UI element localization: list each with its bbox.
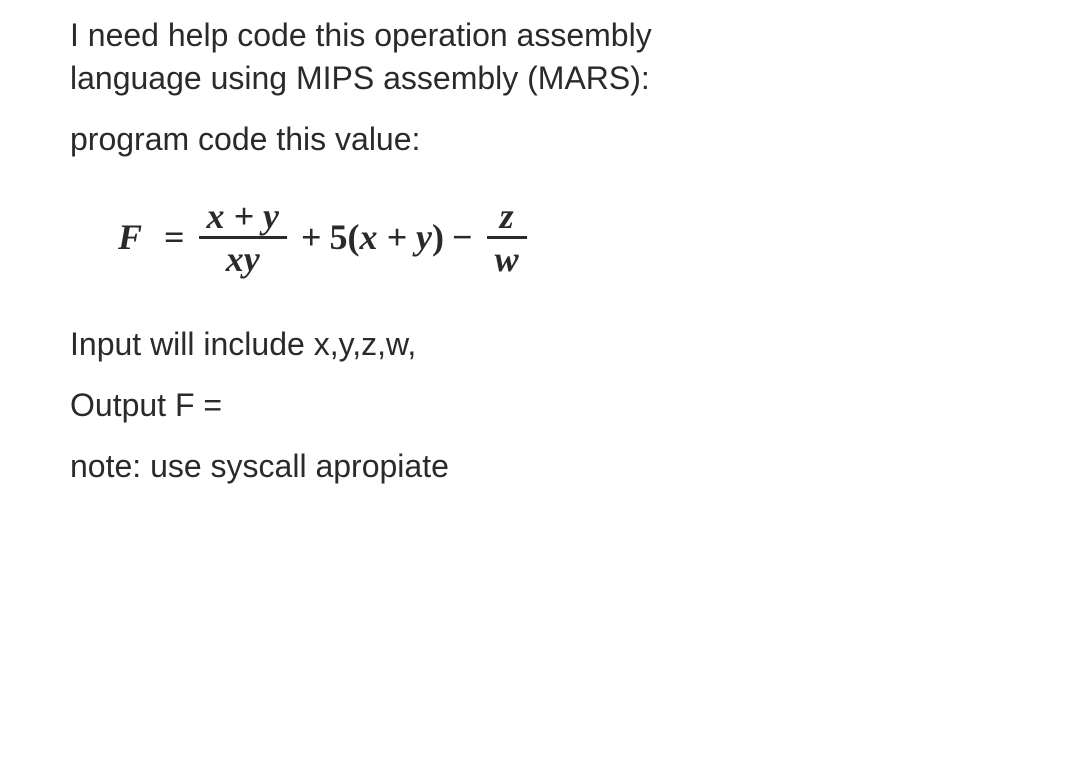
paren-close: ) — [432, 216, 444, 258]
intro-line-2: language using MIPS assembly (MARS): — [70, 60, 650, 96]
frac1-denominator: xy — [218, 239, 268, 277]
formula-mid-expr: x + y — [360, 216, 433, 258]
formula-minus: − — [452, 216, 473, 258]
frac2-denominator: w — [487, 239, 527, 277]
coeff-value: 5 — [330, 217, 348, 257]
formula-coeff: 5 — [330, 216, 348, 258]
formula-expression: F = x + y xy + 5(x + y) − z w — [118, 198, 1080, 277]
formula-fraction-1: x + y xy — [199, 198, 288, 277]
output-line: Output F = — [70, 384, 1080, 427]
paren-open: ( — [348, 216, 360, 258]
frac1-numerator: x + y — [199, 198, 288, 236]
frac2-numerator: z — [492, 198, 522, 236]
intro-paragraph: I need help code this operation assembly… — [70, 14, 1080, 100]
document-page: I need help code this operation assembly… — [0, 0, 1080, 488]
formula-block: F = x + y xy + 5(x + y) − z w — [118, 198, 1080, 277]
formula-fraction-2: z w — [487, 198, 527, 277]
formula-lhs: F — [118, 216, 142, 258]
input-line: Input will include x,y,z,w, — [70, 323, 1080, 366]
intro-line-1: I need help code this operation assembly — [70, 17, 652, 53]
note-line: note: use syscall apropiate — [70, 445, 1080, 488]
formula-equals: = — [164, 216, 185, 258]
prompt-paragraph: program code this value: — [70, 118, 1080, 161]
formula-plus: + — [301, 216, 322, 258]
